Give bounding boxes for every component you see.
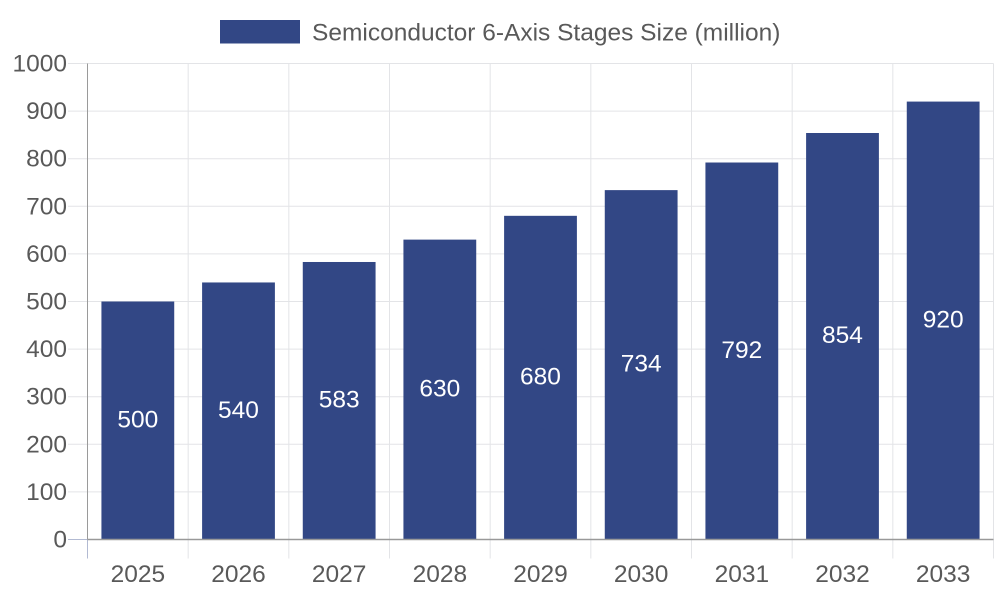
svg-text:2025: 2025 bbox=[111, 561, 166, 588]
svg-text:2028: 2028 bbox=[413, 561, 468, 588]
svg-text:700: 700 bbox=[26, 193, 67, 220]
svg-text:600: 600 bbox=[26, 241, 67, 268]
svg-text:920: 920 bbox=[923, 306, 964, 333]
svg-text:854: 854 bbox=[822, 322, 863, 349]
svg-text:2029: 2029 bbox=[513, 561, 568, 588]
svg-text:500: 500 bbox=[26, 289, 67, 316]
svg-text:300: 300 bbox=[26, 384, 67, 411]
svg-text:900: 900 bbox=[26, 98, 67, 125]
svg-text:800: 800 bbox=[26, 146, 67, 173]
svg-text:540: 540 bbox=[218, 397, 259, 424]
svg-text:100: 100 bbox=[26, 479, 67, 506]
svg-text:200: 200 bbox=[26, 431, 67, 458]
svg-text:500: 500 bbox=[117, 406, 158, 433]
svg-text:400: 400 bbox=[26, 336, 67, 363]
svg-text:2026: 2026 bbox=[211, 561, 266, 588]
svg-text:2027: 2027 bbox=[312, 561, 367, 588]
svg-text:630: 630 bbox=[419, 375, 460, 402]
svg-text:680: 680 bbox=[520, 363, 561, 390]
svg-text:0: 0 bbox=[53, 527, 67, 554]
svg-text:2031: 2031 bbox=[715, 561, 770, 588]
svg-text:2032: 2032 bbox=[815, 561, 870, 588]
svg-text:2033: 2033 bbox=[916, 561, 971, 588]
svg-text:2030: 2030 bbox=[614, 561, 669, 588]
svg-text:583: 583 bbox=[319, 387, 360, 414]
svg-text:792: 792 bbox=[721, 337, 762, 364]
svg-text:1000: 1000 bbox=[12, 51, 67, 78]
svg-text:734: 734 bbox=[621, 351, 662, 378]
svg-text:Semiconductor 6-Axis Stages Si: Semiconductor 6-Axis Stages Size (millio… bbox=[312, 19, 780, 46]
